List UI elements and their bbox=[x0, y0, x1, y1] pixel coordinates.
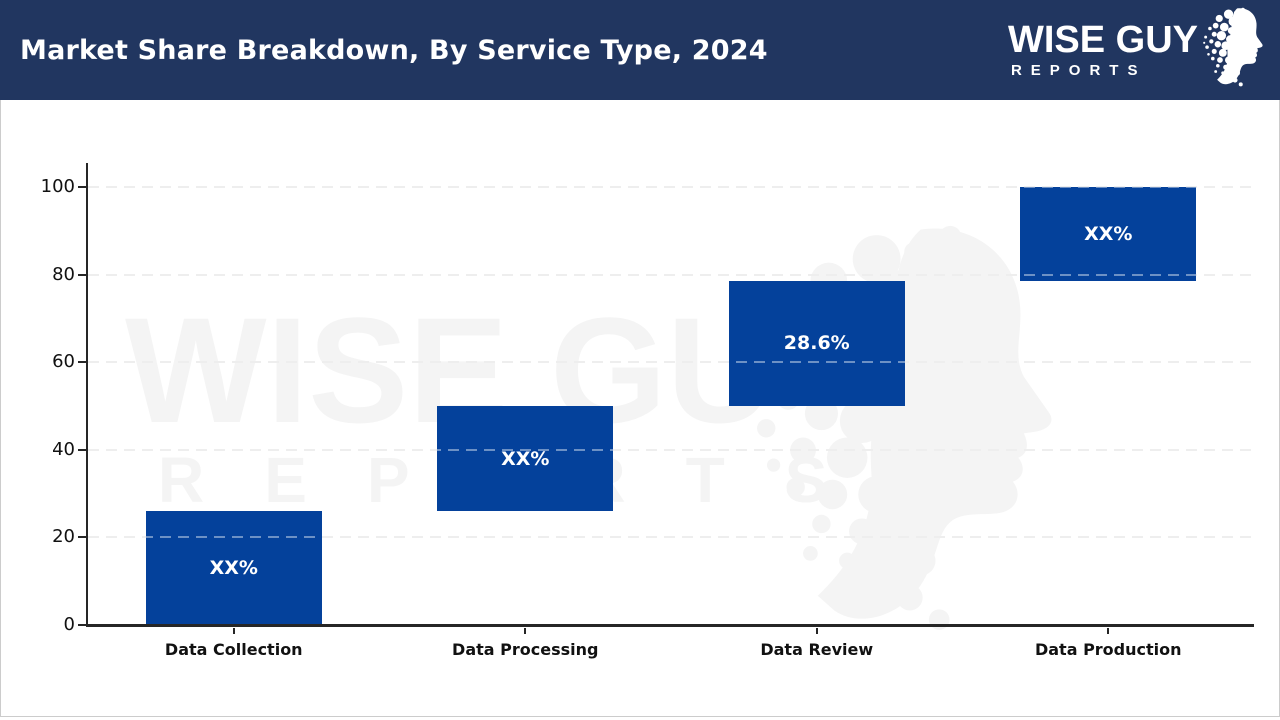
x-tick-data-collection bbox=[232, 628, 235, 634]
gridline-40 bbox=[88, 448, 1254, 451]
category-label-data-review: Data Review bbox=[760, 640, 874, 659]
gridline-overlay-60 bbox=[88, 361, 1254, 364]
category-label-data-production: Data Production bbox=[1034, 640, 1182, 659]
frame-bottom bbox=[0, 716, 1280, 717]
x-tick-data-review bbox=[815, 628, 818, 634]
category-label-data-collection: Data Collection bbox=[164, 640, 303, 659]
y-tick-40 bbox=[78, 448, 86, 451]
y-tick-0 bbox=[78, 624, 86, 626]
bar-data-production: XX% bbox=[1020, 187, 1197, 281]
logo-text: WISE GUY REPORTS bbox=[1008, 21, 1198, 79]
wise-guy-logo: WISE GUY REPORTS bbox=[1008, 7, 1280, 93]
category-label-data-processing: Data Processing bbox=[452, 640, 599, 659]
bar-value-label: XX% bbox=[1084, 222, 1133, 245]
frame-left bbox=[0, 100, 1, 717]
y-tick-100 bbox=[78, 186, 86, 188]
gridline-60 bbox=[88, 361, 1254, 364]
bar-data-processing: XX% bbox=[437, 406, 614, 512]
bar-data-collection: XX% bbox=[145, 511, 322, 625]
y-tick-label-100: 100 bbox=[40, 176, 75, 197]
x-tick-data-processing bbox=[524, 628, 527, 634]
y-tick-label-20: 20 bbox=[52, 526, 75, 548]
bar-value-label: 28.6% bbox=[783, 332, 850, 355]
bar-value-label: XX% bbox=[501, 447, 550, 470]
y-tick-60 bbox=[78, 361, 86, 364]
gridline-overlay-80 bbox=[88, 273, 1254, 276]
x-tick-data-production bbox=[1107, 628, 1110, 634]
y-axis-line bbox=[86, 163, 88, 627]
dotted-head-icon bbox=[1203, 7, 1263, 87]
y-tick-label-0: 0 bbox=[63, 614, 75, 635]
logo-subtitle: REPORTS bbox=[1010, 62, 1147, 79]
chart-title: Market Share Breakdown, By Service Type,… bbox=[20, 34, 768, 66]
bar-data-review: 28.6% bbox=[728, 280, 905, 406]
y-tick-label-60: 60 bbox=[52, 351, 75, 373]
gridline-overlay-20 bbox=[88, 536, 1254, 539]
gridline-20 bbox=[88, 536, 1254, 539]
chart-area: WISE GUY REPORTS XX%Data CollectionXX%Da… bbox=[0, 100, 1280, 720]
y-tick-label-80: 80 bbox=[52, 263, 75, 285]
x-axis-line bbox=[86, 624, 1254, 627]
header-bar: Market Share Breakdown, By Service Type,… bbox=[0, 0, 1280, 100]
gridline-100 bbox=[88, 186, 1254, 188]
bar-value-label: XX% bbox=[209, 557, 258, 580]
y-tick-80 bbox=[78, 273, 86, 276]
gridline-overlay-100 bbox=[88, 186, 1254, 188]
gridline-80 bbox=[88, 273, 1254, 276]
gridline-overlay-40 bbox=[88, 448, 1254, 451]
y-tick-label-40: 40 bbox=[52, 438, 75, 460]
logo-wordmark: WISE GUY bbox=[1007, 19, 1198, 61]
y-tick-20 bbox=[78, 536, 86, 539]
